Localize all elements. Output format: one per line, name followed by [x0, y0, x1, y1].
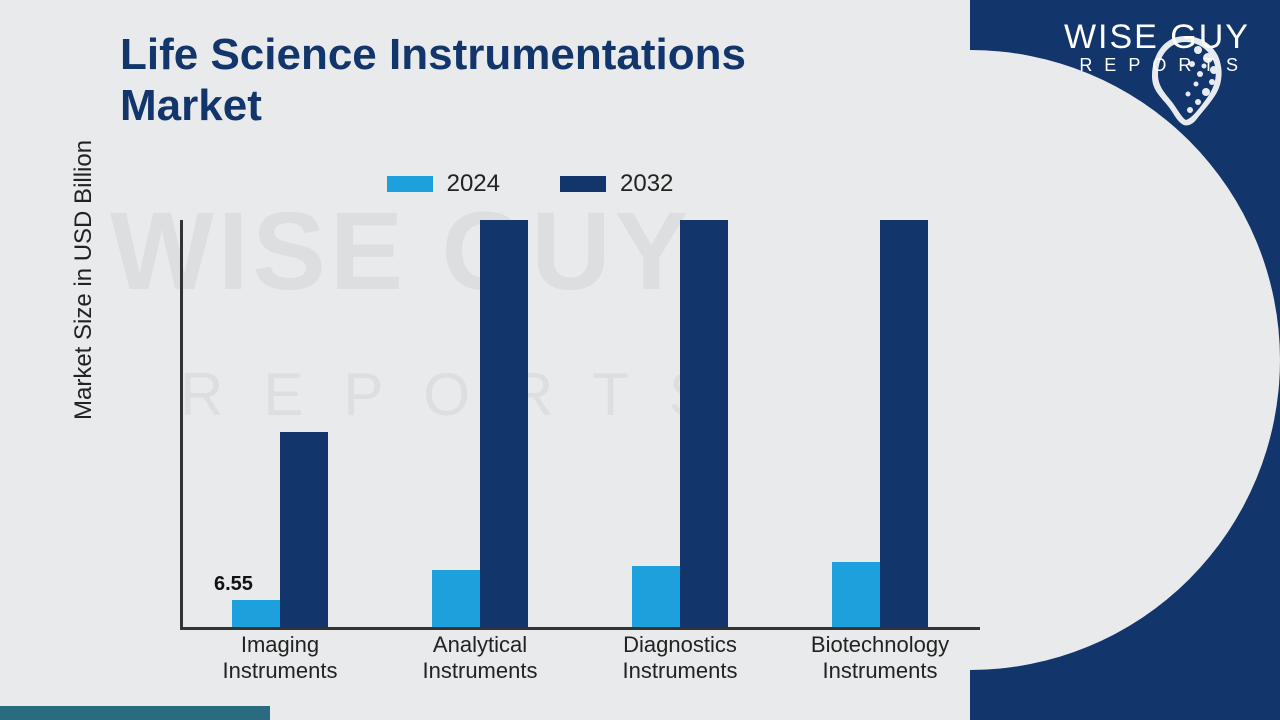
- chart-canvas: WISE GUY REPORTS Life Science Instrument…: [0, 0, 1280, 720]
- bar-2032: [880, 220, 928, 627]
- chart-title: Life Science Instrumentations Market: [120, 30, 840, 131]
- bar-2024: [832, 562, 880, 627]
- x-axis-line: [180, 627, 980, 630]
- bar-2032: [480, 220, 528, 627]
- legend: 2024 2032: [80, 170, 980, 198]
- x-category-label: AnalyticalInstruments: [380, 632, 580, 685]
- bar-value-label: 6.55: [214, 573, 253, 596]
- bar-group: [580, 220, 780, 627]
- x-category-label: BiotechnologyInstruments: [780, 632, 980, 685]
- legend-label-2032: 2032: [620, 170, 673, 198]
- bar-group: 6.55: [180, 220, 380, 627]
- bar-2024: [432, 570, 480, 627]
- legend-swatch-2032: [560, 176, 606, 192]
- bar-groups: 6.55: [180, 220, 980, 627]
- bar-group: [380, 220, 580, 627]
- x-category-label: DiagnosticsInstruments: [580, 632, 780, 685]
- bar-2024: [232, 600, 280, 627]
- x-category-label: ImagingInstruments: [180, 632, 380, 685]
- bar-2032: [680, 220, 728, 627]
- bar-2032: [280, 432, 328, 627]
- bar-group: [780, 220, 980, 627]
- footer-accent-bar: [0, 706, 270, 720]
- legend-swatch-2024: [387, 176, 433, 192]
- brand-block: WISE GUY REPORTS: [1064, 20, 1250, 74]
- brand-head-icon: [1140, 30, 1230, 130]
- legend-item-2032: 2032: [560, 170, 673, 198]
- bar-2024: [632, 566, 680, 627]
- legend-label-2024: 2024: [447, 170, 500, 198]
- chart-area: Market Size in USD Billion 2024 2032 6.5…: [80, 170, 980, 690]
- plot-area: 6.55: [180, 220, 980, 630]
- x-axis-labels: ImagingInstrumentsAnalyticalInstrumentsD…: [180, 632, 980, 685]
- legend-item-2024: 2024: [387, 170, 500, 198]
